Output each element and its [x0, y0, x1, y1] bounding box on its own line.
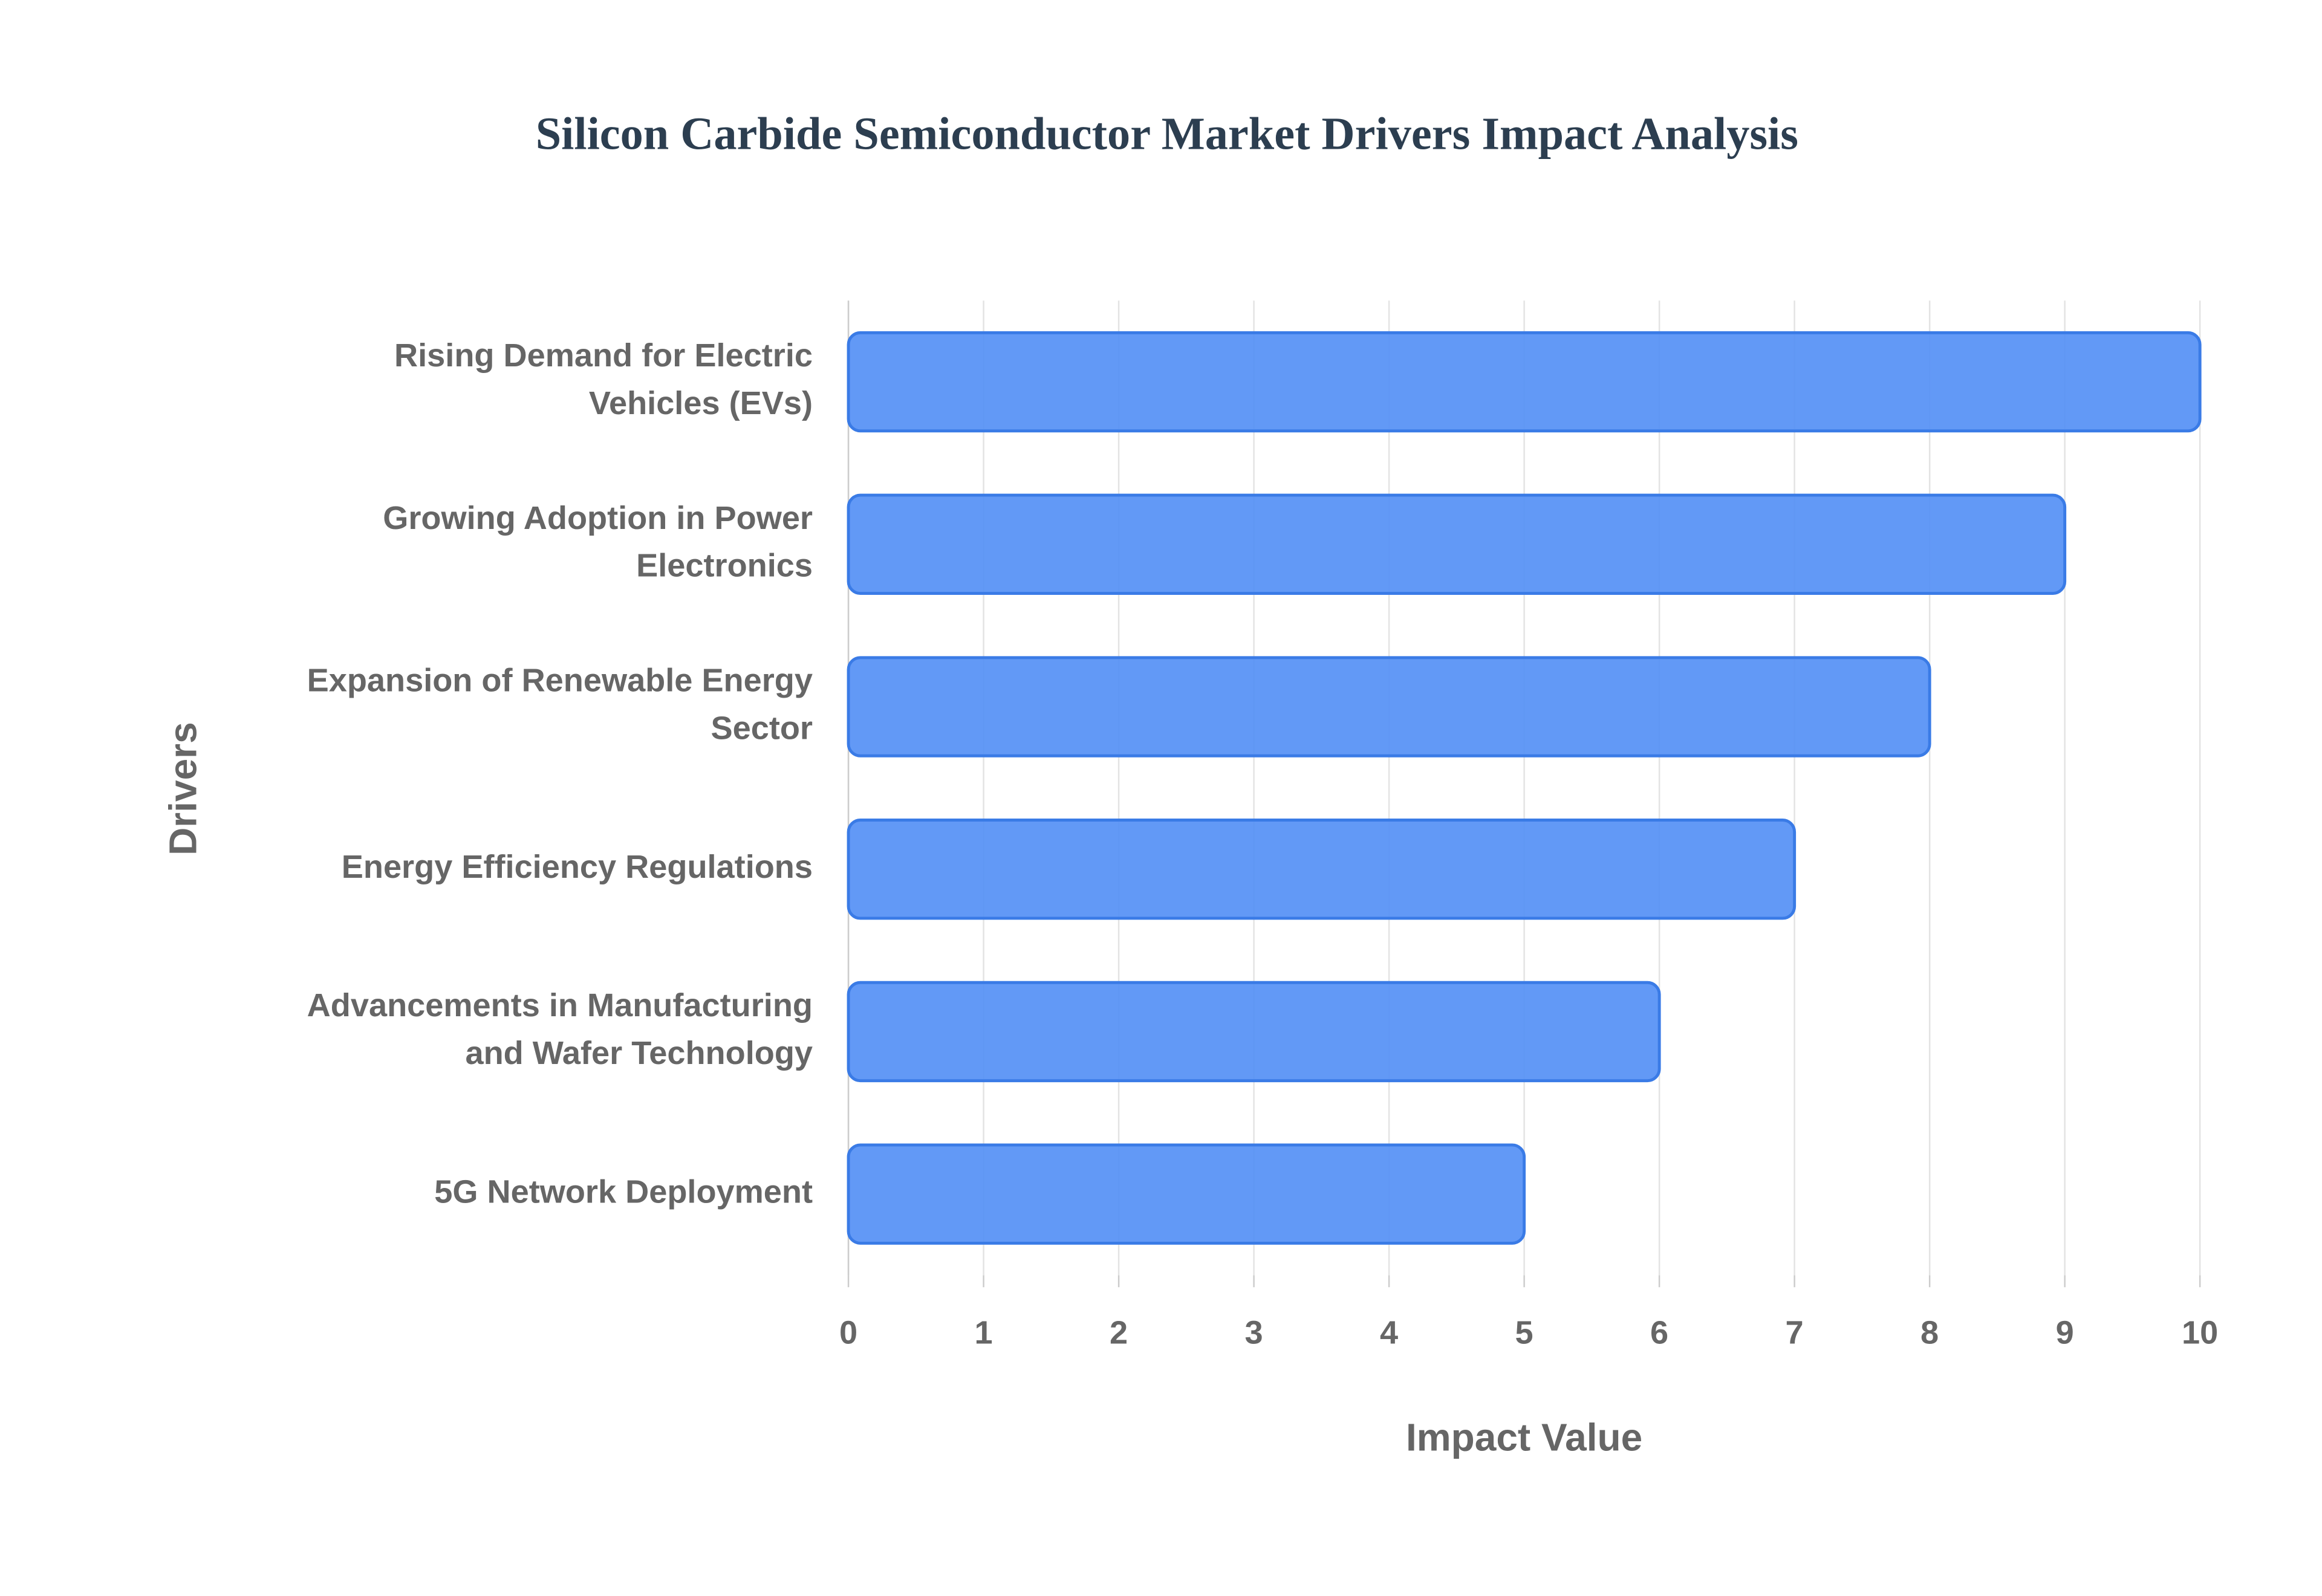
- bar: [847, 493, 2067, 595]
- chart-title: Silicon Carbide Semiconductor Market Dri…: [536, 108, 1798, 159]
- bar: [847, 331, 2202, 433]
- x-tick-label: 6: [1650, 1314, 1668, 1351]
- x-tick-label: 0: [839, 1314, 857, 1351]
- x-tick-label: 5: [1515, 1314, 1533, 1351]
- x-tick-label: 10: [2182, 1314, 2218, 1351]
- x-tick-label: 8: [1920, 1314, 1939, 1351]
- x-tick-label: 7: [1786, 1314, 1804, 1351]
- bar: [847, 656, 1931, 757]
- x-tick-label: 9: [2056, 1314, 2074, 1351]
- y-tick-label: Rising Demand for Electric Vehicles (EVs): [394, 338, 813, 422]
- x-tick-label: 4: [1380, 1314, 1398, 1351]
- x-axis-title: Impact Value: [1406, 1416, 1642, 1459]
- x-tick-label: 3: [1245, 1314, 1263, 1351]
- bar: [847, 1143, 1526, 1245]
- y-axis-title: Drivers: [161, 722, 205, 855]
- y-tick-label: Energy Efficiency Regulations: [342, 849, 813, 885]
- y-tick-label: Growing Adoption in Power Electronics: [383, 500, 813, 584]
- y-tick-label: Advancements in Manufacturing and Wafer T…: [307, 987, 813, 1071]
- x-tick-label: 2: [1110, 1314, 1128, 1351]
- y-tick-label: Expansion of Renewable Energy Sector: [307, 663, 813, 747]
- bar: [847, 819, 1797, 920]
- y-tick-label: 5G Network Deployment: [434, 1173, 813, 1210]
- bar: [847, 981, 1661, 1083]
- x-tick-label: 1: [975, 1314, 993, 1351]
